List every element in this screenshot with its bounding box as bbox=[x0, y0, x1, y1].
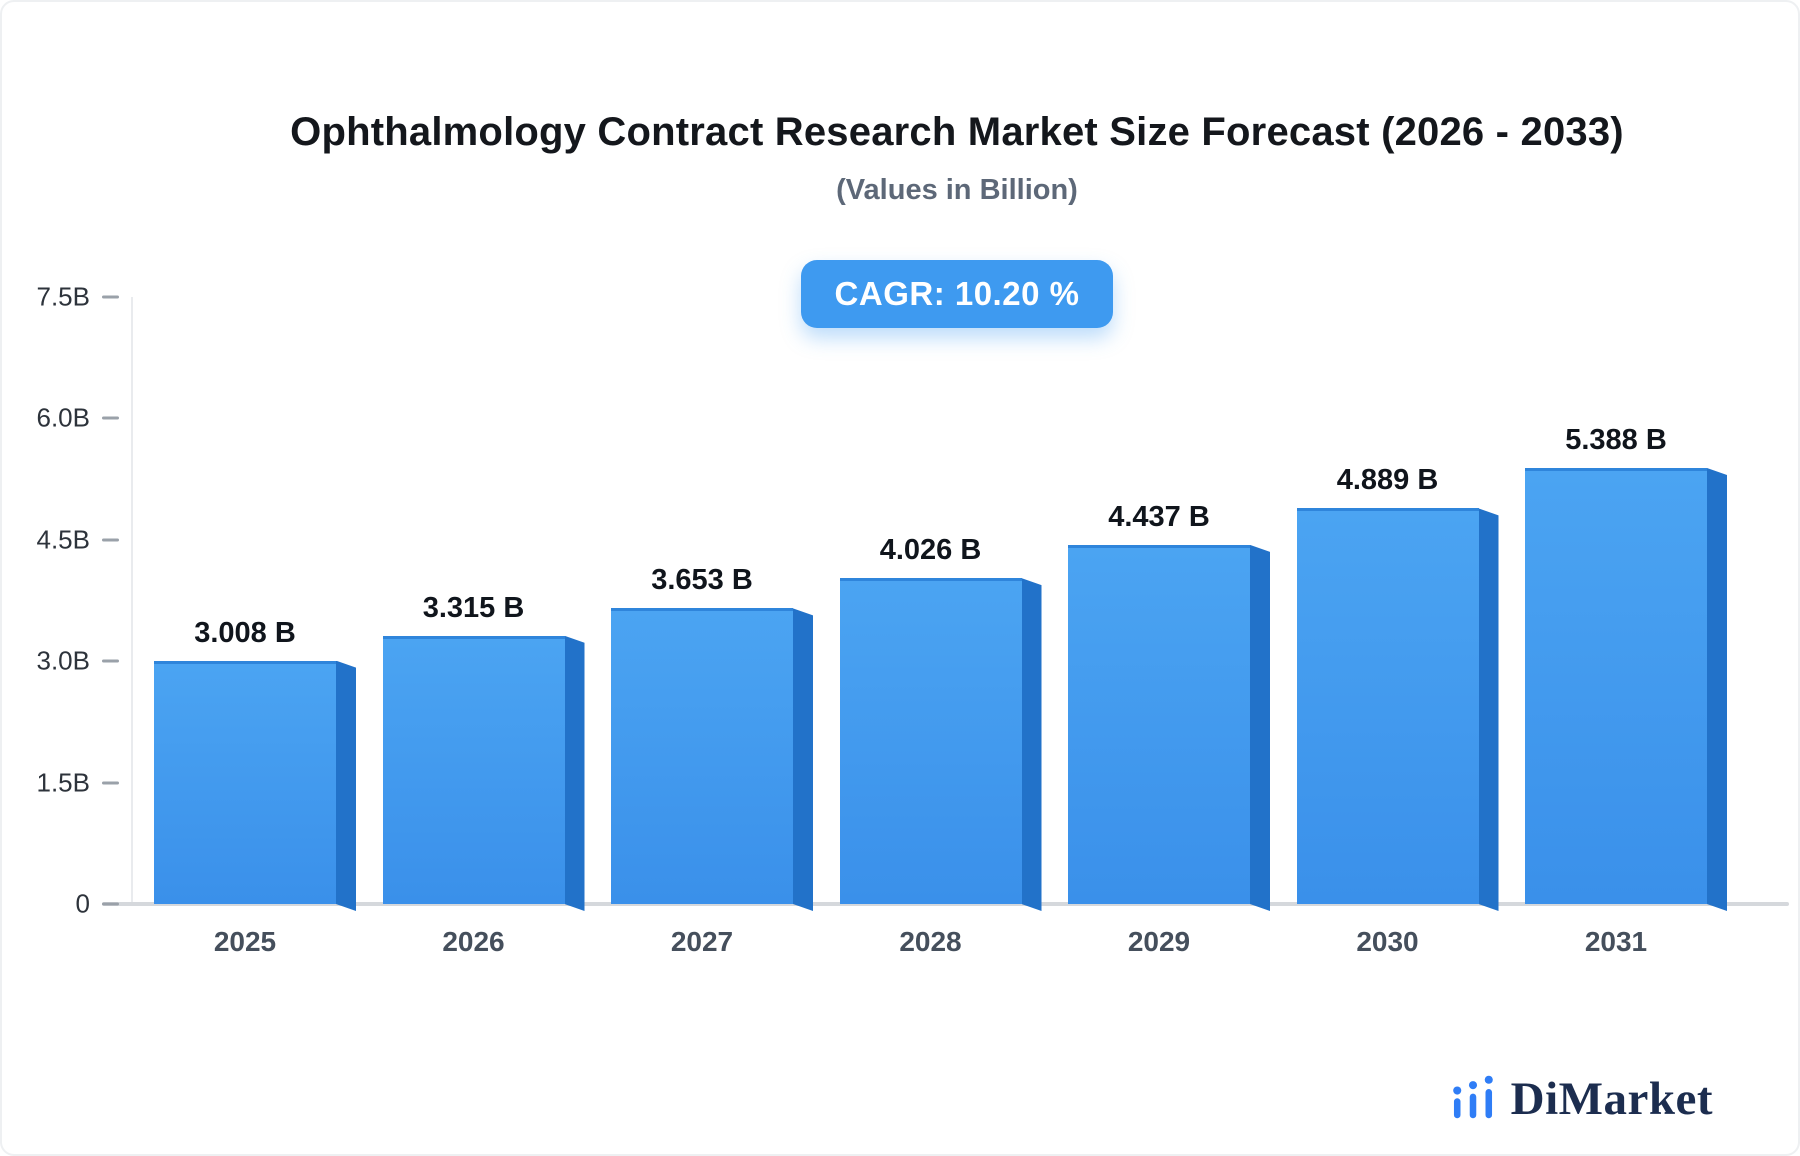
y-tick-label: 1.5B bbox=[36, 767, 91, 798]
y-tick-label: 3.0B bbox=[36, 645, 91, 676]
y-axis-line bbox=[131, 297, 133, 904]
y-tick-mark bbox=[102, 538, 119, 542]
chart-subtitle: (Values in Billion) bbox=[836, 174, 1078, 206]
x-axis-label: 2026 bbox=[442, 926, 505, 957]
x-axis-label: 2031 bbox=[1584, 926, 1648, 957]
badge-row: CAGR: 10.20 % bbox=[131, 260, 1783, 328]
y-tick-label: 6.0B bbox=[36, 402, 91, 433]
bar-value-label: 3.315 B bbox=[422, 591, 525, 624]
y-tick-label: 7.5B bbox=[36, 281, 91, 312]
bar-2027[interactable]: 3.653 B bbox=[611, 564, 793, 904]
y-tick-label: 0 bbox=[75, 888, 90, 919]
bar-side-face bbox=[1250, 545, 1270, 911]
y-tick-mark bbox=[102, 902, 119, 906]
x-axis-label: 2027 bbox=[670, 926, 734, 957]
x-axis-line bbox=[102, 902, 1789, 906]
y-tick: 6.0B bbox=[2, 402, 119, 434]
y-tick: 0 bbox=[2, 888, 119, 920]
bar-2029[interactable]: 4.437 B bbox=[1068, 501, 1250, 904]
bar-group-2027: 3.653 B 2027 bbox=[611, 297, 813, 957]
bar-group-2028: 4.026 B 2028 bbox=[839, 297, 1042, 957]
bar-side-face bbox=[565, 636, 585, 911]
dimarket-logo-icon bbox=[1452, 1075, 1493, 1119]
bar-side-face bbox=[1707, 468, 1727, 911]
bar-2028[interactable]: 4.026 B bbox=[839, 534, 1022, 904]
dimarket-logo: DiMarket bbox=[1448, 1072, 1713, 1126]
bar-value-label: 4.437 B bbox=[1108, 500, 1210, 533]
chart-title: Ophthalmology Contract Research Market S… bbox=[290, 110, 1624, 154]
x-axis-label: 2030 bbox=[1356, 926, 1419, 957]
bar-2031[interactable]: 5.388 B bbox=[1525, 424, 1707, 904]
bar-value-label: 5.388 B bbox=[1565, 423, 1667, 456]
bar-value-label: 3.653 B bbox=[651, 564, 753, 597]
bar-side-face bbox=[793, 608, 813, 911]
bar-side-face bbox=[1022, 578, 1042, 911]
y-tick: 3.0B bbox=[2, 645, 119, 677]
y-tick-mark bbox=[102, 416, 119, 420]
bar-value-label: 4.026 B bbox=[879, 534, 982, 567]
plot-area: 0 1.5B 3.0B 4.5B 6.0B 7.5B 3.008 B 2025 3.315 B 2… bbox=[37, 282, 1789, 957]
x-axis-label: 2029 bbox=[1127, 926, 1191, 957]
y-tick: 1.5B bbox=[2, 767, 119, 798]
y-tick-label: 4.5B bbox=[36, 524, 91, 555]
dimarket-logo-text: DiMarket bbox=[1510, 1073, 1713, 1125]
x-axis-label: 2028 bbox=[899, 926, 962, 957]
bar-side-face bbox=[1479, 508, 1499, 911]
bar-value-label: 3.008 B bbox=[194, 616, 296, 649]
cagr-badge: CAGR: 10.20 % bbox=[800, 260, 1114, 328]
bar-value-label: 4.889 B bbox=[1336, 464, 1439, 497]
bar-side-face bbox=[336, 661, 356, 911]
bar-group-2025: 3.008 B 2025 bbox=[154, 297, 356, 957]
bar-group-2030: 4.889 B 2030 bbox=[1296, 297, 1499, 957]
bar-group-2031: 5.388 B 2031 bbox=[1525, 297, 1727, 957]
bar-2025[interactable]: 3.008 B bbox=[154, 617, 336, 904]
bar-2030[interactable]: 4.889 B bbox=[1296, 464, 1479, 904]
bar-2026[interactable]: 3.315 B bbox=[382, 592, 565, 904]
y-tick-mark bbox=[102, 659, 119, 663]
y-tick-mark bbox=[102, 295, 119, 299]
y-tick: 4.5B bbox=[2, 524, 119, 555]
bar-group-2026: 3.315 B 2026 bbox=[382, 297, 585, 957]
y-tick: 7.5B bbox=[2, 281, 119, 313]
bar-group-2029: 4.437 B 2029 bbox=[1068, 297, 1270, 957]
y-tick-mark bbox=[102, 781, 119, 785]
x-axis-label: 2025 bbox=[213, 926, 277, 957]
